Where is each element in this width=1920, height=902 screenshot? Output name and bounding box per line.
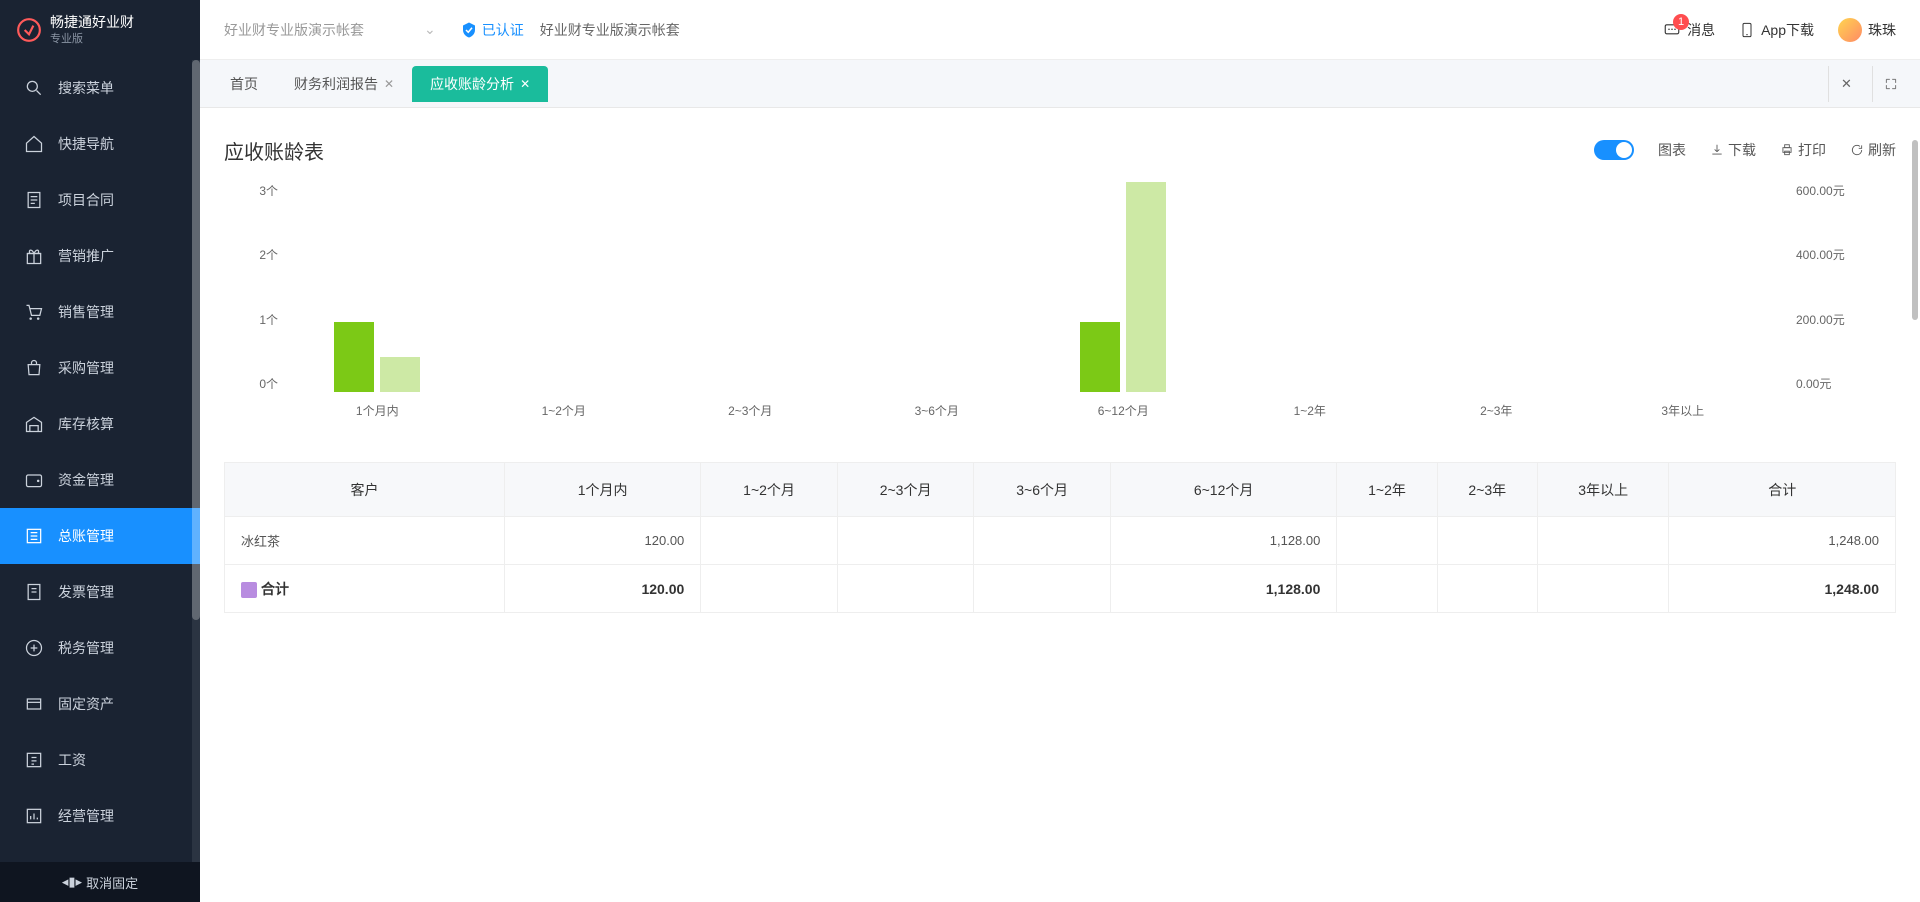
app-download-button[interactable]: App下载 <box>1739 20 1814 40</box>
topbar: 好业财专业版演示帐套 ⌄ 已认证 好业财专业版演示帐套 1 消息 App下载 <box>200 0 1920 60</box>
sidebar-item-asset[interactable]: 固定资产 <box>0 676 200 732</box>
bag-icon <box>24 358 44 378</box>
chart-bar <box>1080 322 1120 392</box>
print-button[interactable]: 打印 <box>1780 140 1826 160</box>
tabs-bar: 首页财务利润报告✕应收账龄分析✕ ✕ <box>200 60 1920 108</box>
sidebar-item-cart[interactable]: 销售管理 <box>0 284 200 340</box>
chart-bar <box>380 357 420 392</box>
sidebar-item-gift[interactable]: 营销推广 <box>0 228 200 284</box>
page-header: 应收账龄表 图表 下载 打印 刷新 <box>224 128 1896 172</box>
sidebar-item-bag[interactable]: 采购管理 <box>0 340 200 396</box>
sidebar-pin-toggle[interactable]: ◂▮▸取消固定 <box>0 862 200 902</box>
fullscreen-button[interactable] <box>1872 66 1908 102</box>
search-icon <box>24 78 44 98</box>
close-icon[interactable]: ✕ <box>384 77 394 91</box>
sidebar-item-biz[interactable]: 经营管理 <box>0 788 200 844</box>
account-selector[interactable]: 好业财专业版演示帐套 ⌄ <box>224 20 436 40</box>
table-header: 合计 <box>1669 463 1896 517</box>
table-header: 1个月内 <box>505 463 701 517</box>
avatar <box>1838 18 1862 42</box>
sidebar-item-salary[interactable]: 工资 <box>0 732 200 788</box>
gift-icon <box>241 582 257 598</box>
refresh-icon <box>1850 143 1864 157</box>
sidebar-item-search[interactable]: 搜索菜单 <box>0 60 200 116</box>
main-scroll-thumb[interactable] <box>1912 140 1918 320</box>
phone-icon <box>1739 21 1755 39</box>
chart-bar <box>334 322 374 392</box>
messages-button[interactable]: 1 消息 <box>1663 20 1715 40</box>
sidebar-scroll-thumb[interactable] <box>192 60 200 620</box>
doc-icon <box>24 190 44 210</box>
tax-icon <box>24 638 44 658</box>
table-total-row: 合计120.001,128.001,248.00 <box>225 565 1896 613</box>
sidebar: 畅捷通好业财 专业版 搜索菜单快捷导航项目合同营销推广销售管理采购管理库存核算资… <box>0 0 200 902</box>
message-badge: 1 <box>1673 14 1689 30</box>
table-header: 6~12个月 <box>1110 463 1336 517</box>
ledger-icon <box>24 526 44 546</box>
main-scrollbar[interactable] <box>1910 110 1920 902</box>
logo-icon <box>16 17 42 43</box>
verified-account-name: 好业财专业版演示帐套 <box>540 20 680 40</box>
sidebar-item-doc[interactable]: 项目合同 <box>0 172 200 228</box>
print-icon <box>1780 143 1794 157</box>
brand-edition: 专业版 <box>50 30 134 46</box>
warehouse-icon <box>24 414 44 434</box>
tab[interactable]: 首页 <box>212 66 276 102</box>
sidebar-scrollbar[interactable] <box>192 60 200 862</box>
cart-icon <box>24 302 44 322</box>
tab[interactable]: 财务利润报告✕ <box>276 66 412 102</box>
table-header: 1~2个月 <box>701 463 838 517</box>
table-header: 1~2年 <box>1337 463 1437 517</box>
aging-chart: 3个2个1个0个 1个月内1~2个月2~3个月3~6个月6~12个月1~2年2~… <box>224 182 1896 422</box>
home-icon <box>24 134 44 154</box>
gift-icon <box>24 246 44 266</box>
content: 应收账龄表 图表 下载 打印 刷新 <box>200 108 1920 902</box>
table-header: 3年以上 <box>1537 463 1668 517</box>
download-icon <box>1710 143 1724 157</box>
tab[interactable]: 应收账龄分析✕ <box>412 66 548 102</box>
wallet-icon <box>24 470 44 490</box>
invoice-icon <box>24 582 44 602</box>
tab-close-button[interactable]: ✕ <box>1828 66 1864 102</box>
sidebar-menu: 搜索菜单快捷导航项目合同营销推广销售管理采购管理库存核算资金管理总账管理发票管理… <box>0 60 200 862</box>
refresh-button[interactable]: 刷新 <box>1850 140 1896 160</box>
table-header: 2~3年 <box>1437 463 1537 517</box>
asset-icon <box>24 694 44 714</box>
sidebar-item-invoice[interactable]: 发票管理 <box>0 564 200 620</box>
chart-toggle-label: 图表 <box>1658 140 1686 160</box>
shield-icon <box>460 21 478 39</box>
aging-table: 客户1个月内1~2个月2~3个月3~6个月6~12个月1~2年2~3年3年以上合… <box>224 462 1896 613</box>
chart-bar <box>1126 182 1166 392</box>
sidebar-item-warehouse[interactable]: 库存核算 <box>0 396 200 452</box>
chevron-down-icon: ⌄ <box>424 21 436 38</box>
salary-icon <box>24 750 44 770</box>
main: 好业财专业版演示帐套 ⌄ 已认证 好业财专业版演示帐套 1 消息 App下载 <box>200 0 1920 902</box>
sidebar-item-ledger[interactable]: 总账管理 <box>0 508 200 564</box>
close-icon[interactable]: ✕ <box>520 77 530 91</box>
biz-icon <box>24 806 44 826</box>
table-header: 2~3个月 <box>837 463 974 517</box>
logo: 畅捷通好业财 专业版 <box>0 0 200 60</box>
table-header: 3~6个月 <box>974 463 1111 517</box>
download-button[interactable]: 下载 <box>1710 140 1756 160</box>
user-menu[interactable]: 珠珠 <box>1838 18 1896 42</box>
verified-badge: 已认证 <box>460 20 524 40</box>
table-header: 客户 <box>225 463 505 517</box>
chart-toggle[interactable] <box>1594 140 1634 160</box>
sidebar-item-tax[interactable]: 税务管理 <box>0 620 200 676</box>
sidebar-item-wallet[interactable]: 资金管理 <box>0 452 200 508</box>
sidebar-item-home[interactable]: 快捷导航 <box>0 116 200 172</box>
expand-icon <box>1884 77 1898 91</box>
table-row[interactable]: 冰红茶120.001,128.001,248.00 <box>225 517 1896 565</box>
brand-name: 畅捷通好业财 <box>50 14 134 31</box>
page-title: 应收账龄表 <box>224 136 324 165</box>
